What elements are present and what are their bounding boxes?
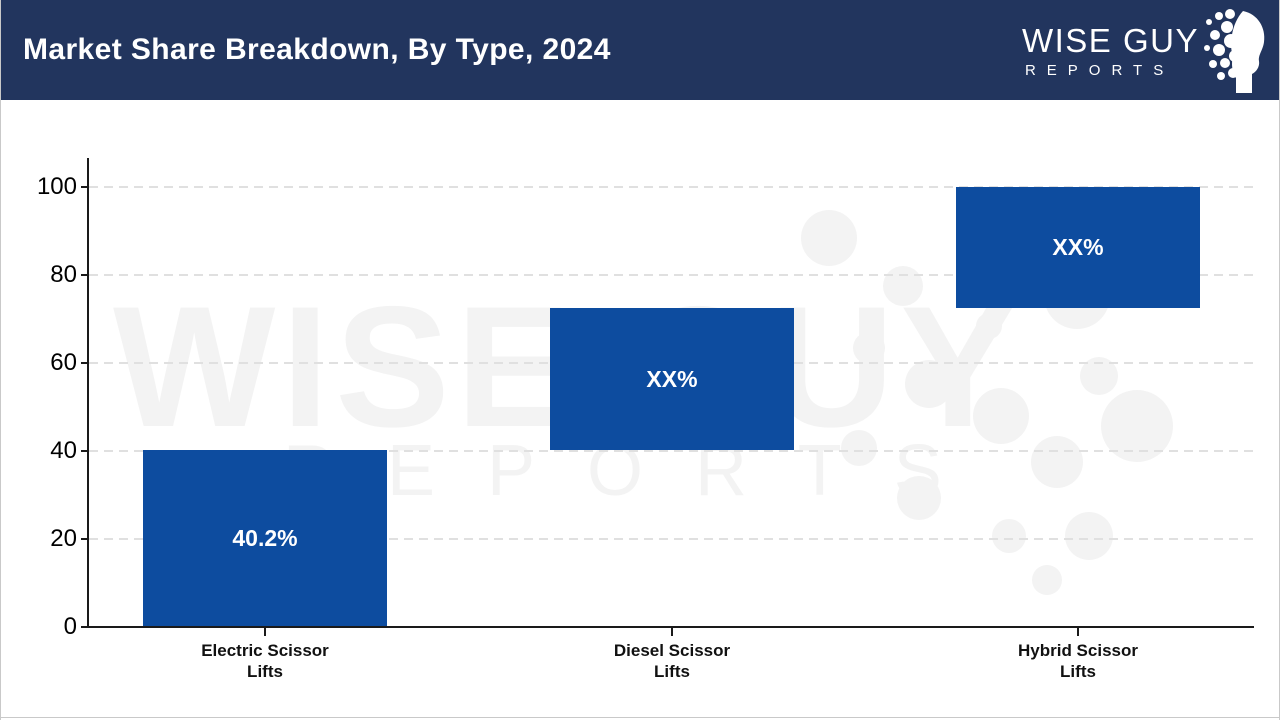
bar-value-label-2: XX% <box>646 365 698 392</box>
x-axis-label-3: Hybrid Scissor Lifts <box>1018 641 1138 681</box>
y-tick-mark-100 <box>81 186 89 188</box>
x-axis-label-2: Diesel Scissor Lifts <box>613 641 731 681</box>
y-tick-label-100: 100 <box>36 173 77 200</box>
gridline-40 <box>89 450 1254 452</box>
bar-value-label-3: XX% <box>1052 234 1104 260</box>
watermark-dot-3 <box>853 332 885 364</box>
watermark-dot-6 <box>841 430 877 466</box>
brand-logo-text: WISE GUY REPORTS <box>1021 22 1199 80</box>
bar-1: 40.2% <box>143 450 387 627</box>
watermark-dot-1 <box>801 210 857 266</box>
watermark-dot-12 <box>1031 436 1083 488</box>
watermark-dot-8 <box>973 388 1029 444</box>
y-tick-mark-0 <box>81 626 89 628</box>
watermark-dot-16 <box>1032 565 1062 595</box>
gridline-80 <box>89 274 1254 276</box>
y-tick-mark-40 <box>81 450 89 452</box>
bar-3: XX% <box>956 187 1200 308</box>
watermark-dot-7 <box>897 476 941 520</box>
gridline-20 <box>89 538 1254 540</box>
y-tick-label-20: 20 <box>50 525 77 552</box>
brand-logo: WISE GUY REPORTS <box>1022 8 1269 94</box>
x-axis-line <box>87 626 1254 628</box>
page-title: Market Share Breakdown, By Type, 2024 <box>23 33 611 66</box>
y-tick-mark-60 <box>81 362 89 364</box>
y-tick-mark-20 <box>81 538 89 540</box>
bar-2: XX% <box>550 308 794 451</box>
x-axis-label-1: Electric Scissor Lifts <box>201 641 329 681</box>
x-tick-mark-3 <box>1077 628 1079 636</box>
gridline-100 <box>89 186 1254 188</box>
watermark-dot-5 <box>976 313 1002 339</box>
watermark-dot-15 <box>1065 512 1113 560</box>
watermark-dot-2 <box>883 266 923 306</box>
head-profile-icon <box>1204 9 1265 93</box>
y-axis-line <box>87 158 89 628</box>
y-tick-label-40: 40 <box>50 437 77 464</box>
brand-name: WISE GUY <box>1021 22 1199 59</box>
brand-subtitle: REPORTS <box>1024 62 1175 79</box>
y-tick-label-60: 60 <box>50 349 77 376</box>
header-bar: Market Share Breakdown, By Type, 2024 WI… <box>1 0 1279 100</box>
x-tick-mark-1 <box>264 628 266 636</box>
y-tick-label-0: 0 <box>63 613 77 640</box>
bar-value-label-1: 40.2% <box>232 525 298 552</box>
watermark-dot-13 <box>992 519 1026 553</box>
bottom-border <box>1 717 1279 718</box>
y-tick-label-80: 80 <box>50 261 77 288</box>
watermark-dot-4 <box>905 360 953 408</box>
y-tick-mark-80 <box>81 274 89 276</box>
x-tick-mark-2 <box>671 628 673 636</box>
